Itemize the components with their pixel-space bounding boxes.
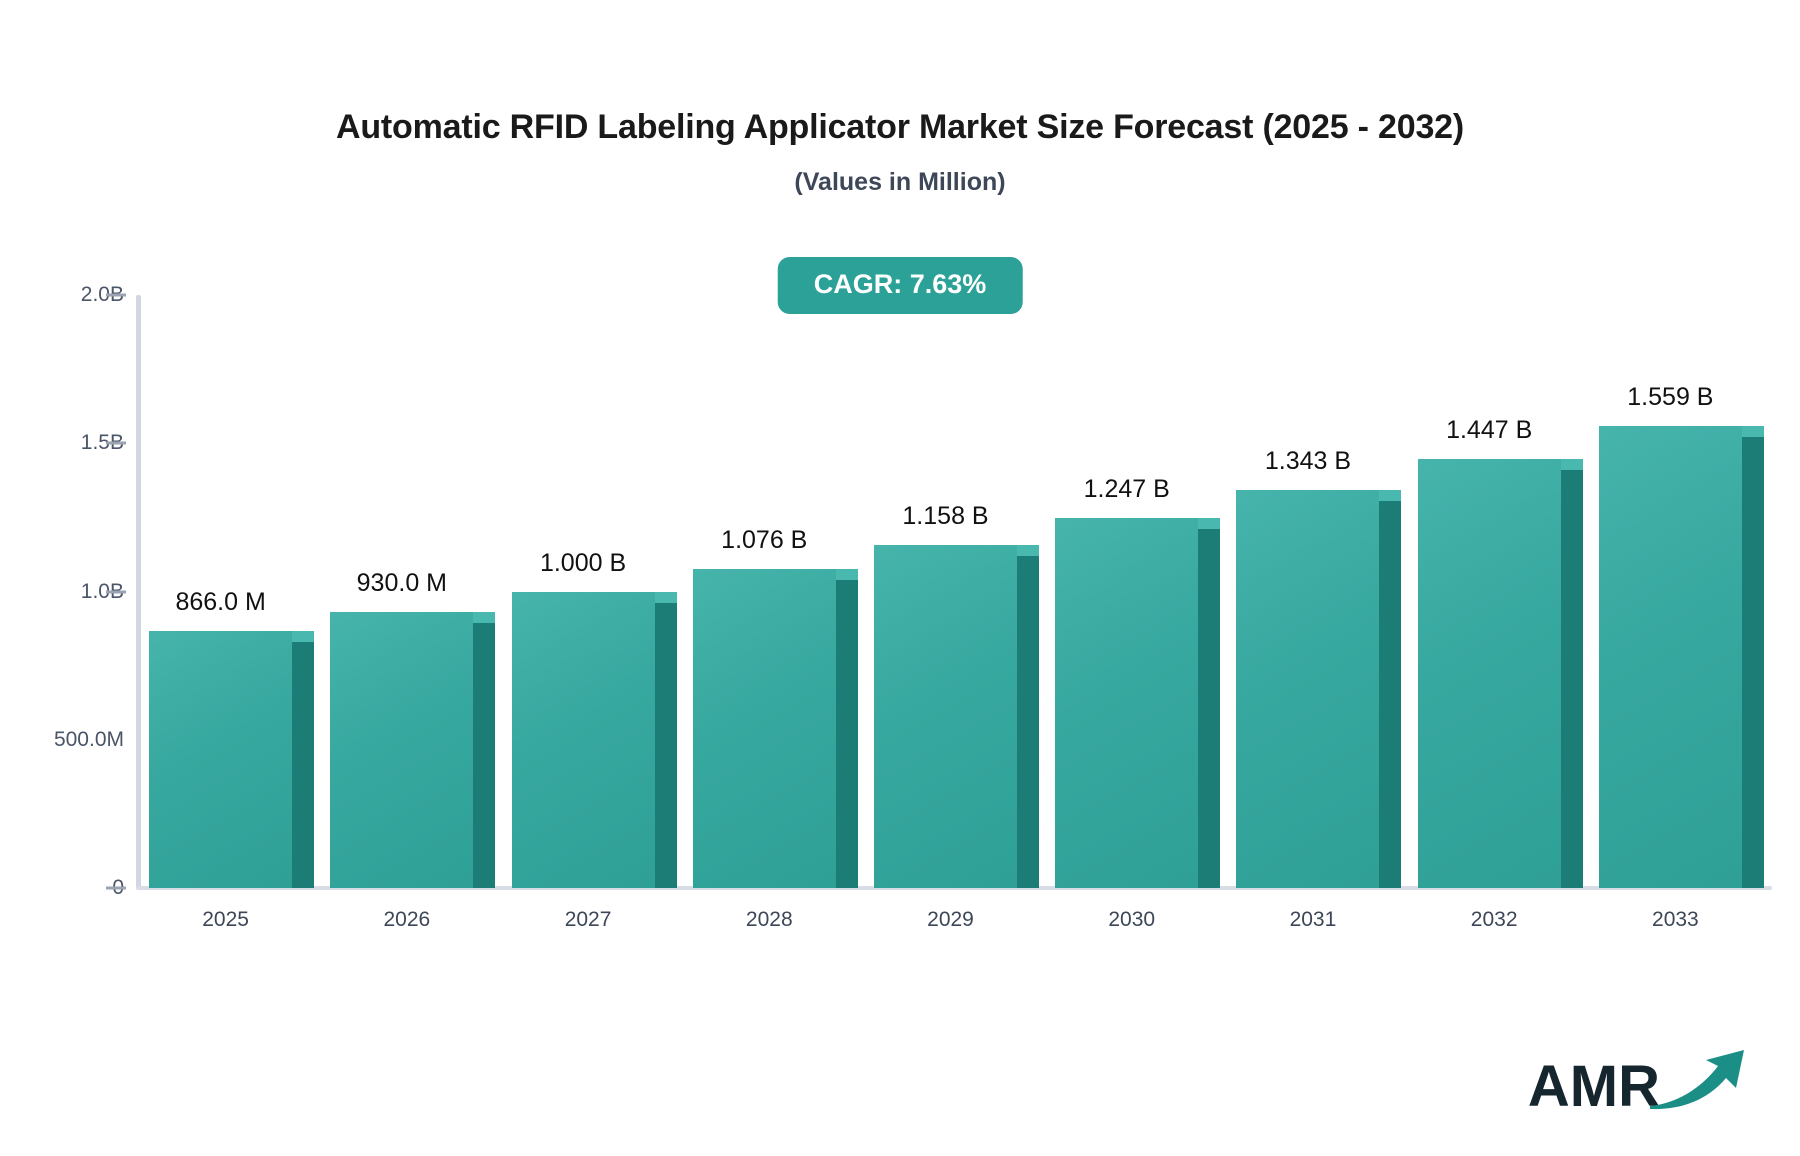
growth-arrow-icon <box>1650 1050 1744 1110</box>
y-tick-mark <box>106 441 126 445</box>
bar-face <box>1417 458 1561 888</box>
bar-top-face <box>835 568 858 580</box>
chart-subtitle: (Values in Million) <box>794 168 1006 196</box>
bar[interactable]: 930.0 M <box>330 569 496 888</box>
bar-top-face <box>1741 425 1764 437</box>
bar-value-label: 1.158 B <box>902 501 989 530</box>
bar-side-face <box>1198 529 1221 888</box>
x-tick-label: 2031 <box>1289 908 1337 931</box>
bar-top-face <box>1560 458 1583 470</box>
bar[interactable]: 866.0 M <box>149 588 315 888</box>
y-tick-mark <box>106 590 126 593</box>
bar-top-face <box>473 612 496 624</box>
y-tick-label: 2.0B <box>80 283 124 306</box>
amr-logo-text: AMR <box>1527 1054 1660 1119</box>
y-tick-label: 500.0M <box>53 727 124 751</box>
x-tick-label: 2028 <box>745 908 793 931</box>
bar-value-label: 1.343 B <box>1264 446 1352 475</box>
bar-side-face <box>1379 500 1402 888</box>
bar-top-face <box>654 591 677 603</box>
bar-face <box>1598 425 1742 888</box>
bar-face <box>692 568 836 888</box>
amr-logo: AMR <box>1528 1048 1748 1116</box>
bar-face <box>1236 489 1380 888</box>
bar[interactable]: 1.247 B <box>1055 475 1221 888</box>
bar-value-label: 1.247 B <box>1083 475 1170 504</box>
bar-face <box>330 612 474 888</box>
bar-value-label: 930.0 M <box>356 569 447 598</box>
y-axis-line <box>136 295 141 889</box>
bar-value-label: 1.447 B <box>1446 415 1533 444</box>
bar-face <box>149 631 293 888</box>
cagr-badge: CAGR: 7.63% <box>777 257 1023 314</box>
x-tick-label: 2025 <box>202 908 249 931</box>
bar-face <box>511 591 655 888</box>
bar-top-face <box>1017 544 1039 556</box>
x-tick-label: 2029 <box>927 908 974 931</box>
bar[interactable]: 1.343 B <box>1236 447 1402 888</box>
bar-top-face <box>1198 518 1221 530</box>
bar[interactable]: 1.076 B <box>692 526 858 888</box>
y-tick-mark <box>106 886 126 890</box>
bar-face <box>1055 518 1199 888</box>
bar-value-label: 1.076 B <box>721 525 808 554</box>
bar-side-face <box>835 579 858 888</box>
bar[interactable]: 1.158 B <box>874 502 1039 888</box>
x-tick-label: 2030 <box>1108 908 1156 931</box>
x-tick-label: 2026 <box>383 908 431 931</box>
bar-top-face <box>1379 489 1402 501</box>
bar-side-face <box>1560 469 1583 888</box>
bar-value-label: 866.0 M <box>175 588 266 617</box>
bar[interactable]: 1.559 B <box>1598 383 1764 888</box>
bar-face <box>874 544 1017 888</box>
bar[interactable]: 1.447 B <box>1417 416 1583 888</box>
y-tick-label: 1.5B <box>80 431 124 455</box>
x-axis-line <box>136 886 1772 890</box>
chart-title: Automatic RFID Labeling Applicator Marke… <box>335 108 1465 146</box>
bar-side-face <box>292 642 315 888</box>
y-tick-mark <box>106 293 126 297</box>
bar-side-face <box>1741 436 1764 888</box>
bar[interactable]: 1.000 B <box>511 549 677 888</box>
bar-side-face <box>654 602 677 888</box>
x-tick-label: 2032 <box>1470 908 1518 931</box>
y-tick-label: 1.0B <box>80 579 124 603</box>
bar-side-face <box>1017 555 1039 888</box>
x-tick-label: 2033 <box>1652 908 1699 931</box>
x-tick-label: 2027 <box>564 908 612 931</box>
bar-value-label: 1.000 B <box>539 548 627 577</box>
bar-value-label: 1.559 B <box>1627 382 1714 411</box>
bar-top-face <box>292 631 315 643</box>
bar-side-face <box>473 623 496 888</box>
